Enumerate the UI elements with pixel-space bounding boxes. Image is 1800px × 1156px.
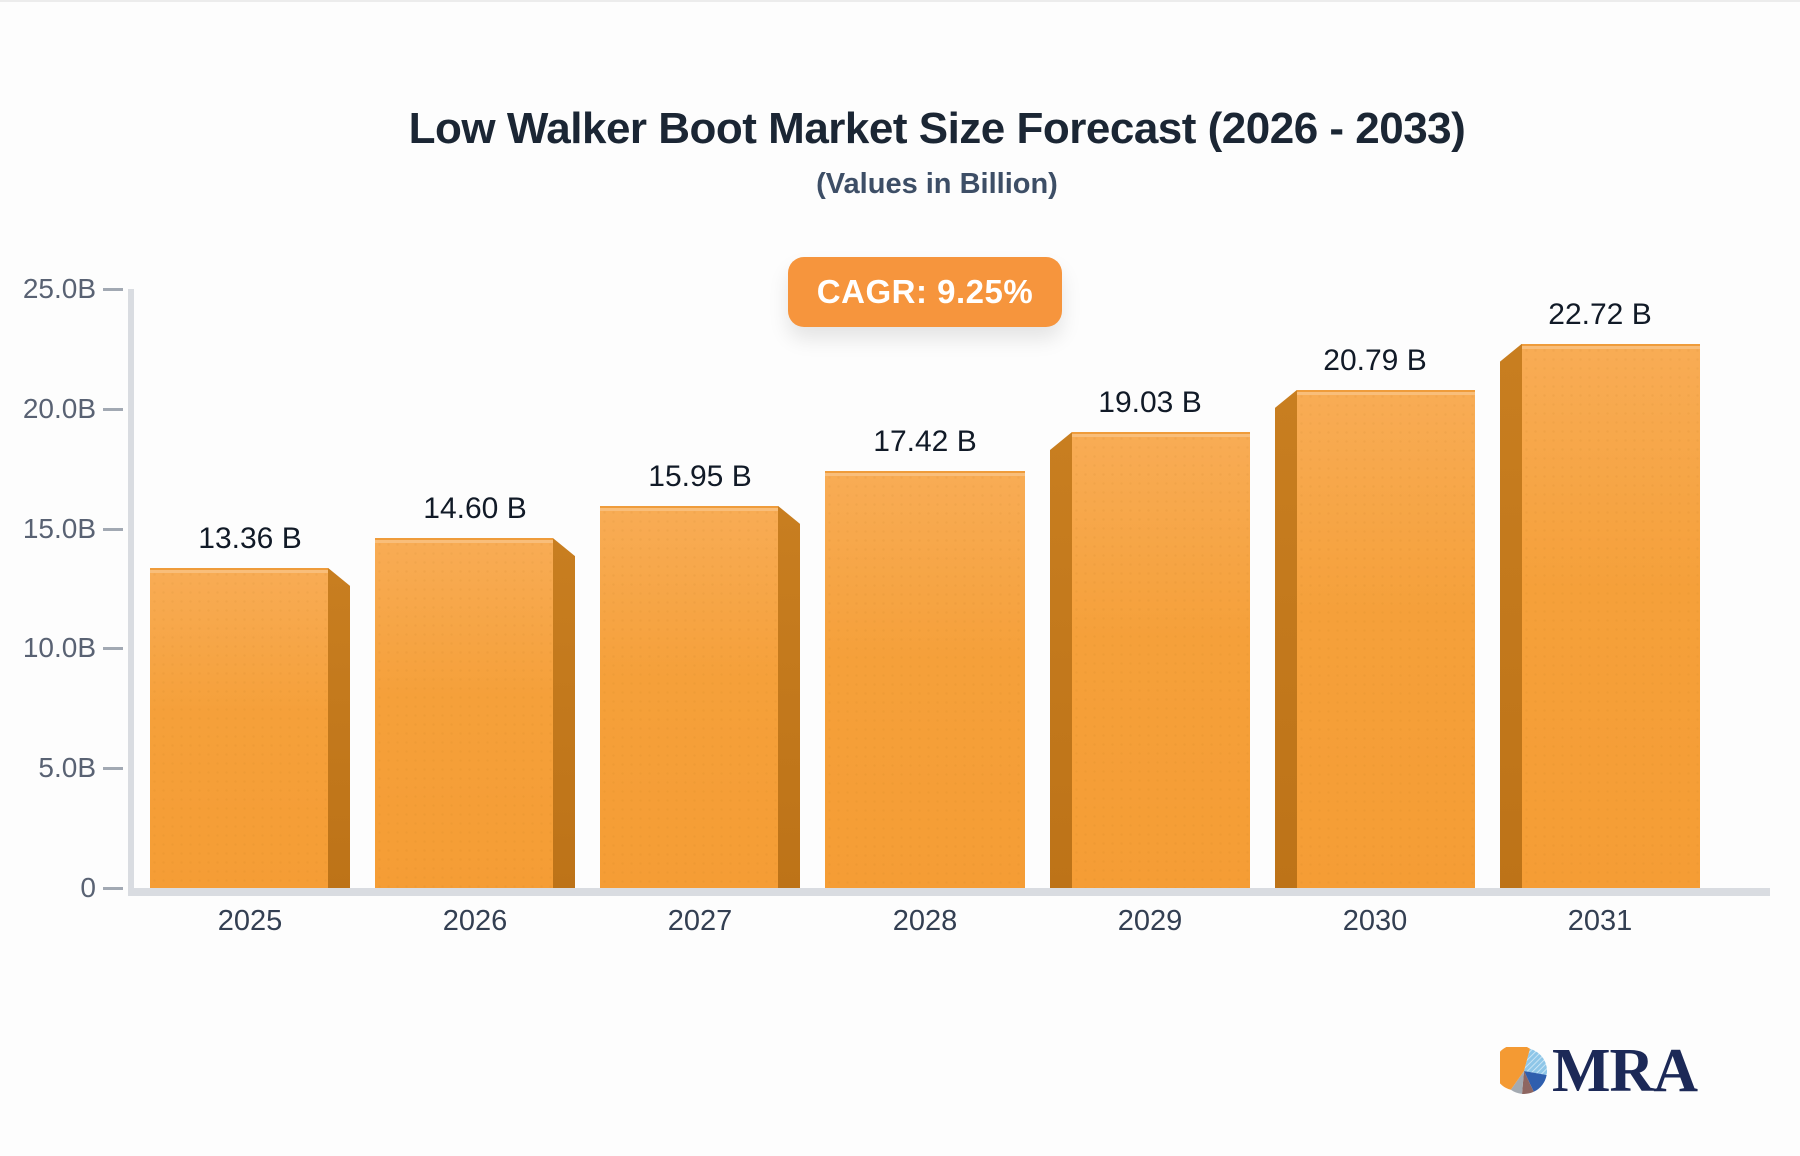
- x-axis-category-label: 2029: [1117, 905, 1183, 937]
- bar-value-label: 22.72 B: [1548, 297, 1652, 331]
- chart-title: Low Walker Boot Market Size Forecast (20…: [408, 104, 1466, 153]
- bar-2030: [1275, 389, 1475, 888]
- y-axis-tick-mark: [103, 527, 123, 531]
- chart-subtitle: (Values in Billion): [816, 167, 1058, 200]
- bar-value-label: 19.03 B: [1098, 386, 1202, 420]
- bar-2029: [1050, 432, 1250, 888]
- x-axis-category-label: 2026: [442, 905, 508, 937]
- bar-value-label: 13.36 B: [198, 521, 302, 555]
- x-axis-category-label: 2028: [892, 905, 958, 937]
- y-axis-tick-label: 5.0B: [38, 752, 96, 784]
- bar-2028: [825, 470, 1025, 888]
- y-axis-tick-mark: [103, 288, 123, 291]
- chart-heading: Low Walker Boot Market Size Forecast (20…: [74, 104, 1800, 200]
- bar-value-label: 15.95 B: [648, 459, 752, 493]
- cagr-badge: CAGR: 9.25%: [788, 257, 1062, 327]
- bar-3d-shade: [1050, 432, 1072, 888]
- bar-face: [600, 505, 778, 888]
- bar-value-label: 14.60 B: [423, 492, 527, 526]
- y-axis-tick-label: 0: [80, 872, 96, 903]
- bar-2025: [150, 567, 350, 888]
- y-axis-tick-label: 10.0B: [22, 632, 96, 664]
- bar-face: [1522, 343, 1700, 888]
- bar-3d-shade: [1500, 343, 1522, 888]
- pie-chart-logo-icon: [1500, 1047, 1548, 1094]
- brand-logo-text: MRA: [1552, 1037, 1698, 1105]
- y-axis-tick-mark: [103, 767, 123, 771]
- x-axis-category-label: 2025: [217, 905, 283, 937]
- bar-2026: [375, 538, 575, 888]
- y-axis-tick-mark: [103, 887, 123, 890]
- bar-face: [150, 567, 328, 888]
- x-axis-category-label: 2027: [667, 905, 733, 937]
- bar-3d-shade: [1275, 389, 1297, 888]
- bar-3d-shade: [553, 538, 575, 888]
- y-axis-tick-mark: [103, 647, 123, 651]
- y-axis-tick-label: 15.0B: [22, 512, 96, 544]
- x-axis-baseline: [128, 888, 1770, 896]
- bar-face: [825, 470, 1025, 888]
- bar-2027: [600, 505, 800, 888]
- bar-2031: [1500, 343, 1700, 888]
- bar-value-label: 17.42 B: [873, 424, 977, 458]
- y-axis-tick-label: 25.0B: [22, 273, 96, 304]
- bar-3d-shade: [778, 505, 800, 888]
- bar-face: [1297, 389, 1475, 888]
- brand-logo: MRA: [1500, 1037, 1698, 1105]
- bar-value-label: 20.79 B: [1323, 343, 1427, 377]
- x-axis-category-label: 2031: [1567, 905, 1633, 937]
- y-axis-line: [128, 289, 134, 894]
- y-axis-tick-label: 20.0B: [22, 392, 96, 424]
- x-axis-category-label: 2030: [1342, 905, 1408, 937]
- bar-face: [375, 538, 553, 888]
- bar-face: [1072, 432, 1250, 888]
- bar-3d-shade: [328, 567, 350, 888]
- y-axis-tick-mark: [103, 407, 123, 411]
